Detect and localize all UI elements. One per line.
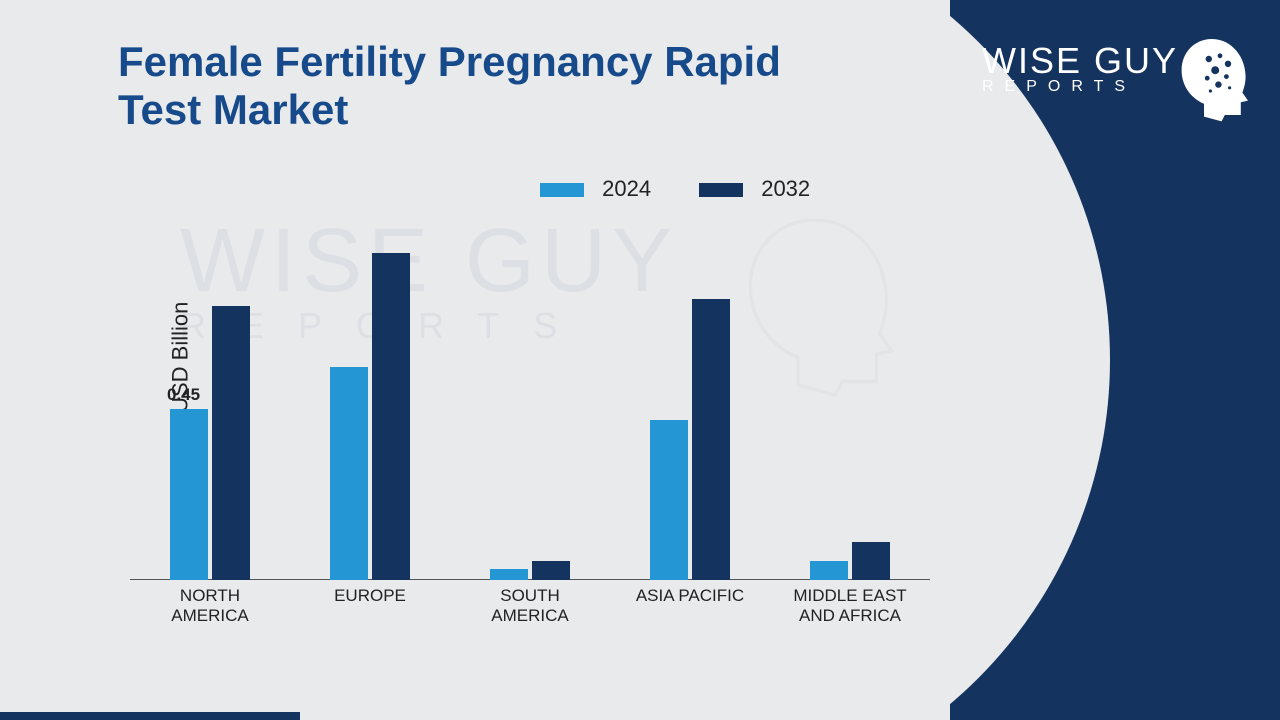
chart-title: Female Fertility Pregnancy Rapid Test Ma… [118, 38, 838, 135]
legend-label: 2024 [602, 176, 651, 201]
brand-logo: WISE GUY REPORTS [982, 40, 1252, 120]
category-label: ASIA PACIFIC [620, 586, 760, 606]
legend-item: 2032 [699, 176, 810, 202]
bar [852, 542, 890, 580]
head-icon [1172, 34, 1252, 124]
bar [330, 367, 368, 580]
category-label: MIDDLE EAST AND AFRICA [780, 586, 920, 625]
legend-label: 2032 [761, 176, 810, 201]
bar [810, 561, 848, 580]
bar [212, 306, 250, 580]
legend-swatch-icon [540, 183, 584, 197]
bar [692, 299, 730, 580]
bar-group [790, 542, 910, 580]
category-label: SOUTH AMERICA [460, 586, 600, 625]
canvas: WISE GUY REPORTS Female Fertility Pregna… [0, 0, 1280, 720]
category-label: EUROPE [300, 586, 440, 606]
bar [532, 561, 570, 580]
bar [650, 420, 688, 580]
bar-group [630, 299, 750, 580]
category-label: NORTH AMERICA [140, 586, 280, 625]
bar [170, 409, 208, 580]
bar [490, 569, 528, 580]
bar-group [150, 306, 270, 580]
bar [372, 253, 410, 580]
bottom-accent-bar [0, 712, 300, 720]
bar-group [310, 253, 430, 580]
chart-area: Market Size in USD Billion 2024 2032 0.4… [100, 180, 950, 680]
plot-region: 0.45NORTH AMERICAEUROPESOUTH AMERICAASIA… [130, 200, 930, 580]
bar-group [470, 561, 590, 580]
legend-swatch-icon [699, 183, 743, 197]
legend-item: 2024 [540, 176, 651, 202]
legend: 2024 2032 [540, 176, 810, 202]
